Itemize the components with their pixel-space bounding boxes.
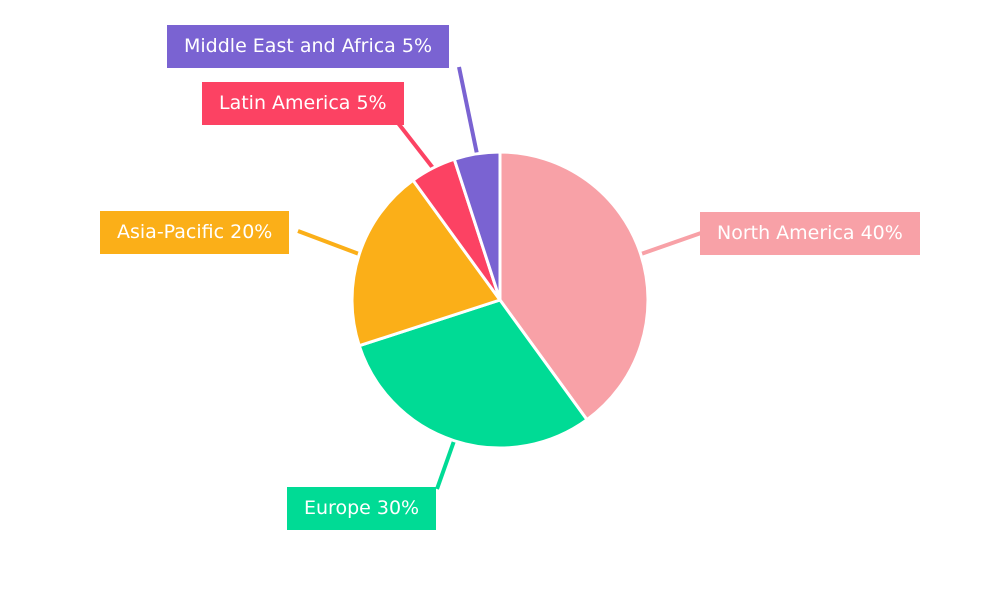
pie-label-europe: Europe 30% — [287, 487, 437, 530]
pie-slice-north-america[interactable] — [498, 150, 650, 422]
pie-label-middle-east-and-africa: Middle East and Africa 5% — [167, 25, 449, 68]
leader-line-north-america — [640, 231, 702, 256]
pie-slice-asia-pacific[interactable] — [350, 178, 502, 348]
leader-line-latin-america — [396, 121, 435, 170]
leader-line-asia-pacific — [297, 229, 360, 256]
pie-slice-middle-east-and-africa[interactable] — [452, 150, 502, 302]
leader-line-middle-east-and-africa — [457, 66, 479, 155]
pie-slice-europe[interactable] — [357, 298, 589, 450]
pie-label-north-america: North America 40% — [700, 212, 920, 255]
pie-label-latin-america: Latin America 5% — [202, 82, 404, 125]
leader-line-europe — [435, 440, 456, 490]
pie-label-asia-pacific: Asia-Pacific 20% — [100, 211, 290, 254]
